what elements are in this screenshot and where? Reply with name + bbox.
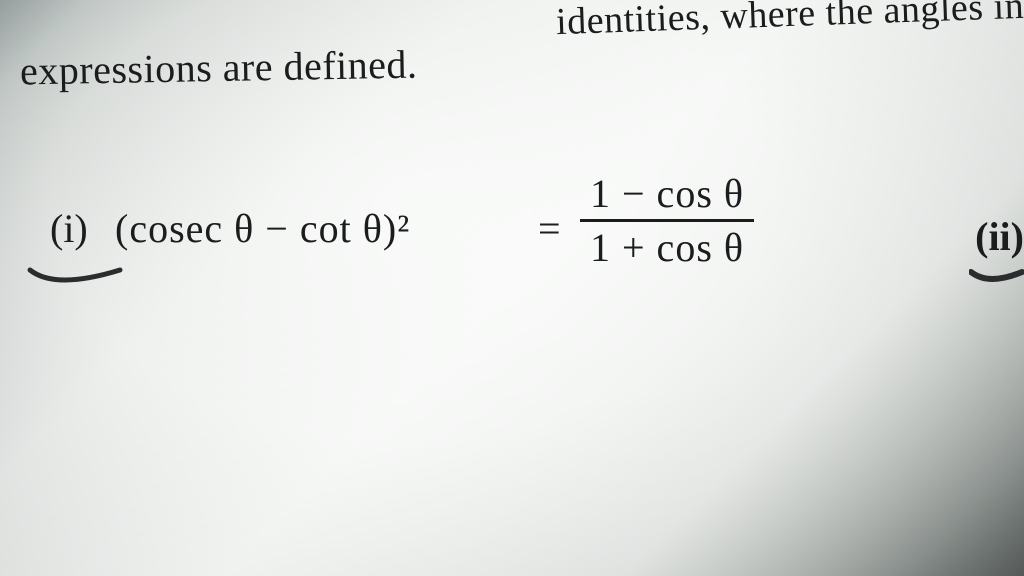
problem-label-ii: (ii) xyxy=(975,213,1024,260)
equation-lhs: (cosec θ − cot θ)² xyxy=(115,205,410,252)
equation-rhs-fraction: 1 − cos θ 1 + cos θ xyxy=(580,170,754,271)
underline-mark-i xyxy=(25,265,125,295)
underline-mark-ii xyxy=(969,268,1024,288)
textbook-page: identities, where the angles in expressi… xyxy=(0,0,1024,576)
fraction-numerator: 1 − cos θ xyxy=(580,170,754,219)
header-line-2: expressions are defined. xyxy=(20,41,418,95)
equals-sign: = xyxy=(538,205,561,252)
header-text-right: identities, where the angles in xyxy=(555,0,1024,44)
fraction-denominator: 1 + cos θ xyxy=(580,222,754,271)
problem-label-i: (i) xyxy=(50,205,88,252)
